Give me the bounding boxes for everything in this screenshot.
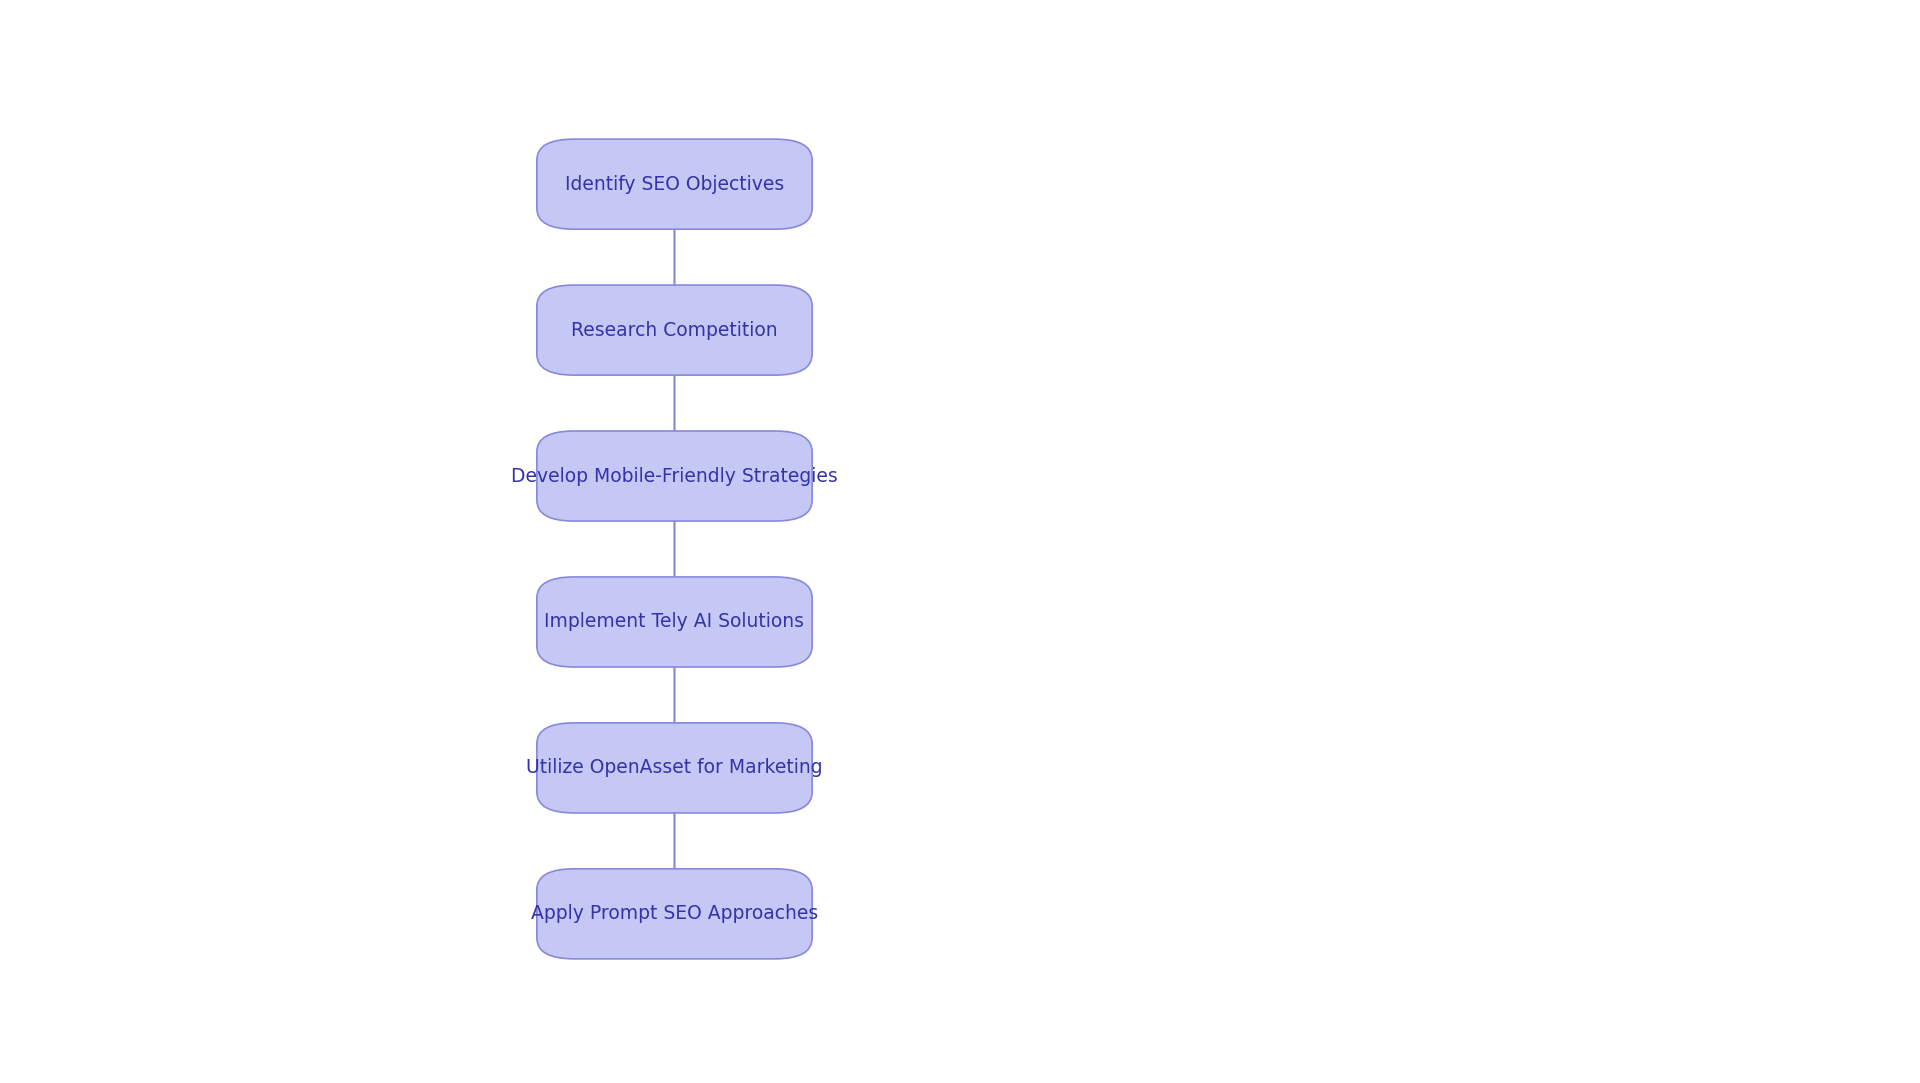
FancyBboxPatch shape — [538, 431, 812, 521]
Text: Research Competition: Research Competition — [570, 321, 778, 340]
FancyBboxPatch shape — [538, 722, 812, 813]
FancyBboxPatch shape — [538, 577, 812, 667]
Text: Implement Tely AI Solutions: Implement Tely AI Solutions — [545, 613, 804, 631]
Text: Identify SEO Objectives: Identify SEO Objectives — [564, 174, 783, 194]
FancyBboxPatch shape — [538, 869, 812, 958]
Text: Apply Prompt SEO Approaches: Apply Prompt SEO Approaches — [530, 904, 818, 924]
FancyBboxPatch shape — [538, 285, 812, 375]
Text: Utilize OpenAsset for Marketing: Utilize OpenAsset for Marketing — [526, 758, 824, 778]
Text: Develop Mobile-Friendly Strategies: Develop Mobile-Friendly Strategies — [511, 467, 837, 485]
FancyBboxPatch shape — [538, 139, 812, 230]
